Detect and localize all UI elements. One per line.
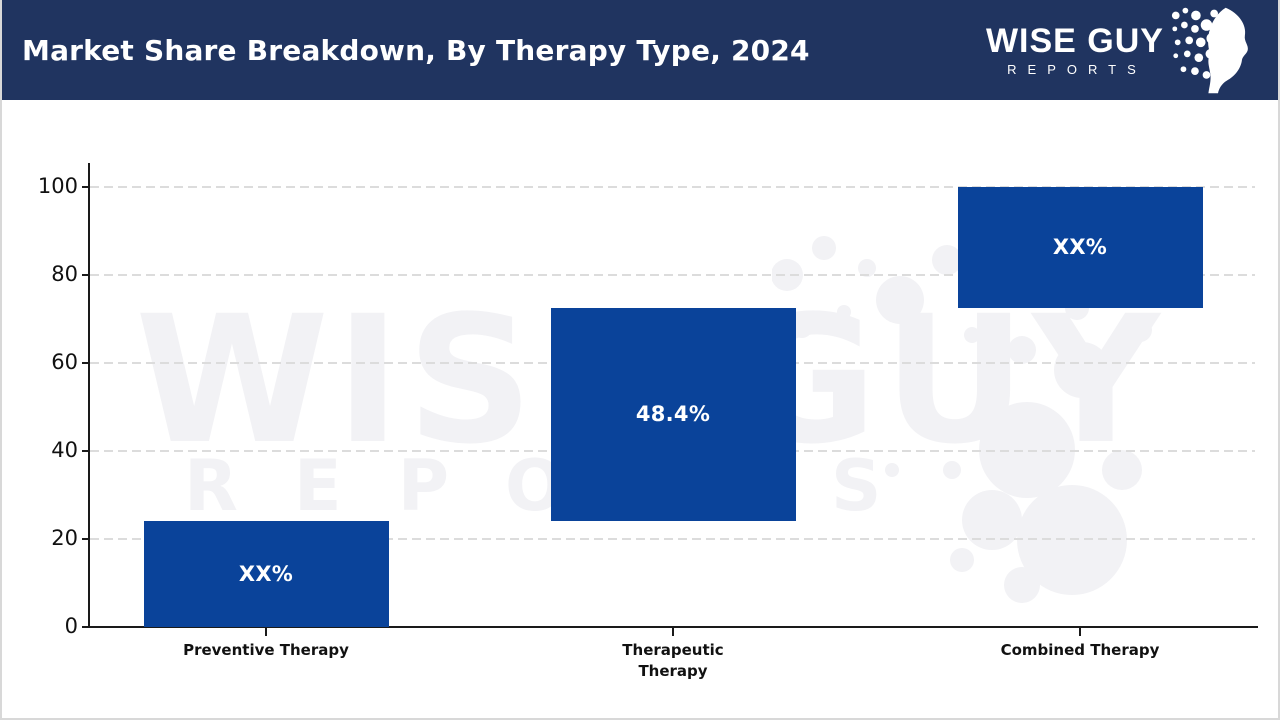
wiseguy-logo: WISE GUY REPORTS xyxy=(986,5,1266,95)
logo-face-icon xyxy=(1171,7,1248,94)
x-tick-mark xyxy=(265,628,267,636)
y-tick-mark xyxy=(82,362,89,364)
gridline xyxy=(90,538,1255,540)
y-tick-label: 20 xyxy=(51,526,78,550)
gridline xyxy=(90,186,1255,188)
page-title: Market Share Breakdown, By Therapy Type,… xyxy=(22,33,810,67)
y-tick-mark xyxy=(82,626,89,628)
header: Market Share Breakdown, By Therapy Type,… xyxy=(2,0,1278,100)
y-tick-mark xyxy=(82,274,89,276)
logo-subtitle: REPORTS xyxy=(1007,61,1147,77)
y-tick-mark xyxy=(82,450,89,452)
x-tick-mark xyxy=(1079,628,1081,636)
logo-text: WISE GUY REPORTS xyxy=(986,24,1164,77)
x-axis-line xyxy=(88,626,1258,628)
bar-value-label: 48.4% xyxy=(635,402,711,427)
bar-preventive-therapy: XX% xyxy=(143,520,389,627)
logo-wordmark: WISE GUY xyxy=(985,21,1164,60)
gridline xyxy=(90,274,1255,276)
x-category-label: Combined Therapy xyxy=(1000,641,1160,659)
x-category-label: Preventive Therapy xyxy=(183,641,349,659)
y-tick-label: 60 xyxy=(51,350,78,374)
y-tick-label: 0 xyxy=(64,614,78,638)
y-tick-label: 80 xyxy=(51,262,78,286)
bar-value-label: XX% xyxy=(1052,235,1108,260)
bar-therapeutic-therapy: 48.4% xyxy=(550,307,796,521)
y-tick-label: 40 xyxy=(51,438,78,462)
y-tick-mark xyxy=(82,538,89,540)
y-axis-line xyxy=(88,163,90,628)
y-tick-label: 100 xyxy=(37,174,78,198)
bar-combined-therapy: XX% xyxy=(957,187,1203,308)
bar-value-label: XX% xyxy=(238,561,294,586)
y-tick-mark xyxy=(82,186,89,188)
x-tick-mark xyxy=(672,628,674,636)
x-category-label: Therapeutic Therapy xyxy=(622,641,724,680)
